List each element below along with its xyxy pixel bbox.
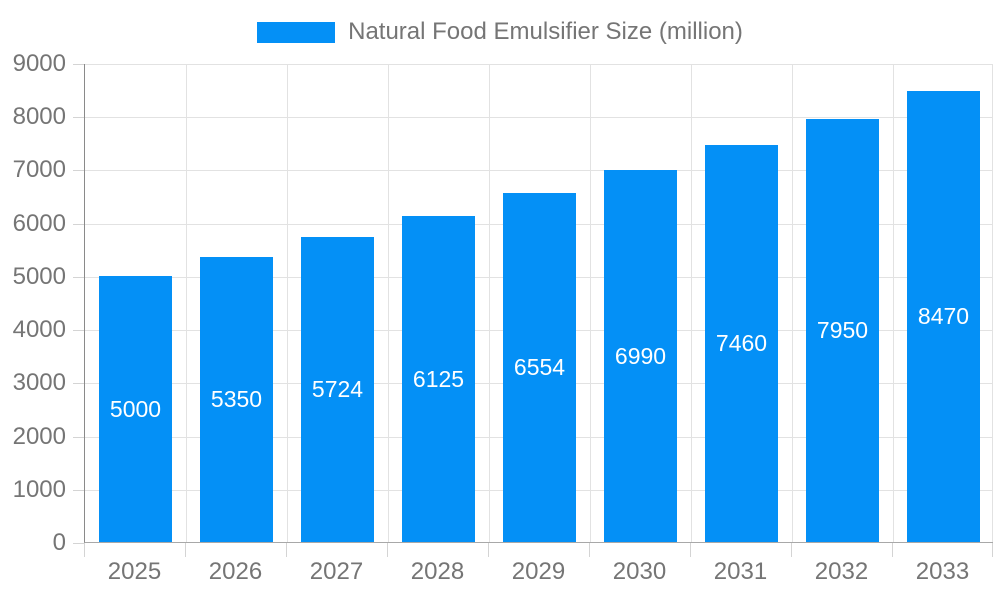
y-axis-tick-label: 2000 [12,422,66,450]
bar-2025[interactable]: 5000 [99,276,172,542]
y-axis-tick-mark [73,330,84,332]
x-axis-tick-mark [488,543,489,557]
x-axis-tick-mark [387,543,388,557]
y-axis-tick-mark [73,223,84,225]
x-axis-tick-label: 2029 [511,558,566,585]
y-axis-tick-mark [73,170,84,172]
v-gridline [691,64,692,542]
x-axis-tick-label: 2031 [713,558,768,585]
bar-value-label: 5000 [109,395,162,422]
bar-2031[interactable]: 7460 [705,145,778,542]
v-gridline [186,64,187,542]
x-axis-tick-mark [589,543,590,557]
x-axis-tick-label: 2033 [915,558,970,585]
bar-value-label: 7460 [715,330,768,356]
bar-value-label: 7950 [816,317,869,343]
v-gridline [590,64,591,542]
bar-2029[interactable]: 6554 [503,193,576,542]
h-gridline [85,64,993,65]
bar-value-label: 8470 [917,303,970,329]
x-axis: 2025 2026 2027 2028 2029 2030 2031 2032 2033 [84,543,993,600]
y-axis-tick-mark [73,383,84,385]
bar-value-label: 5724 [311,376,364,402]
h-gridline [85,170,993,172]
x-axis-tick-label: 2032 [814,558,869,585]
bar-value-label: 5350 [210,386,263,412]
v-gridline [489,64,490,542]
x-axis-tick-mark [791,543,792,557]
y-axis-tick-mark [73,543,84,544]
y-axis-tick-mark [73,64,84,65]
x-axis-tick-mark [690,543,691,557]
bar-2033[interactable]: 8470 [907,91,980,542]
x-axis-tick-label: 2027 [309,558,364,585]
y-axis-tick-mark [73,276,84,278]
y-axis-tick-label: 0 [52,529,66,556]
x-axis-tick-mark [286,543,287,557]
bar-value-label: 6125 [412,365,465,392]
legend-swatch [257,21,336,43]
x-axis-tick-mark [992,543,993,557]
y-axis-tick-label: 9000 [12,50,66,77]
y-axis-tick-label: 7000 [12,156,66,184]
v-gridline [792,64,793,542]
y-axis: 0 1000 2000 3000 4000 5000 6000 7000 8000 9000 [0,52,84,555]
bar-2026[interactable]: 5350 [200,257,273,542]
legend-item[interactable]: Natural Food Emulsifier Size (million) [0,18,1000,45]
v-gridline [388,64,389,542]
legend-label: Natural Food Emulsifier Size (million) [348,18,743,45]
y-axis-tick-label: 1000 [12,475,66,503]
bar-2032[interactable]: 7950 [806,119,879,542]
y-axis-tick-mark [73,489,84,491]
bar-value-label: 6990 [614,342,667,369]
y-axis-tick-label: 5000 [12,262,66,290]
x-axis-tick-label: 2026 [208,558,263,585]
y-axis-tick-mark [73,436,84,438]
bar-2027[interactable]: 5724 [301,237,374,542]
bar-2028[interactable]: 6125 [402,216,475,542]
x-axis-tick-label: 2025 [107,558,162,585]
y-axis-tick-label: 8000 [12,103,66,131]
y-axis-tick-mark [73,117,84,119]
x-axis-tick-mark [84,543,85,557]
y-axis-tick-label: 6000 [12,209,66,237]
v-gridline [287,64,288,542]
x-axis-tick-mark [892,543,893,557]
y-axis-tick-label: 4000 [12,316,66,344]
bar-2030[interactable]: 6990 [604,170,677,542]
x-axis-tick-label: 2030 [612,558,667,585]
h-gridline [85,117,993,119]
x-axis-tick-mark [185,543,186,557]
bar-value-label: 6554 [513,354,566,380]
y-axis-tick-label: 3000 [12,369,66,397]
v-gridline [992,64,993,542]
x-axis-tick-label: 2028 [410,558,465,585]
v-gridline [893,64,894,542]
plot-area: 5000 5350 5724 6125 6554 6990 7460 7950 8470 [84,64,993,543]
